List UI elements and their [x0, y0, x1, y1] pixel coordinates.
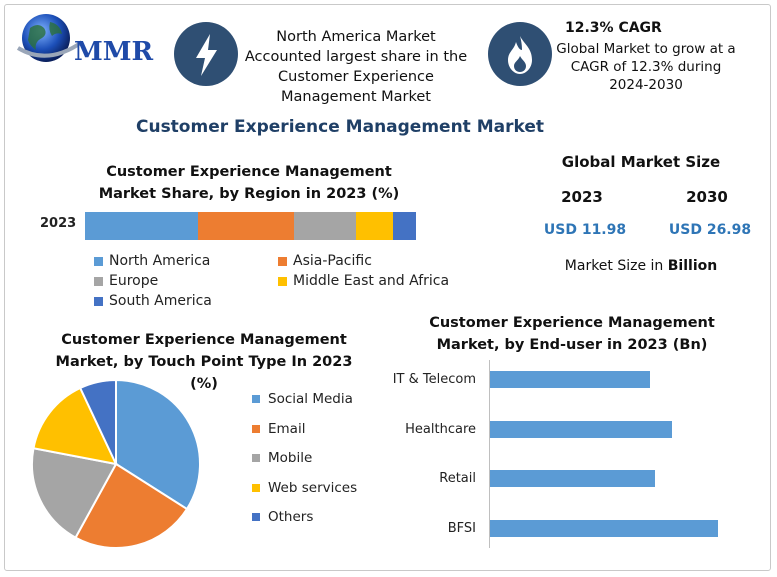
legend-swatch: [252, 454, 260, 462]
legend-label: South America: [109, 293, 212, 309]
region-legend-item: Europe: [94, 273, 158, 289]
legend-swatch: [278, 256, 287, 266]
market-value-2030: USD 26.98: [668, 222, 752, 238]
market-size-heading: Global Market Size: [561, 153, 721, 171]
pie-slice: [78, 378, 117, 465]
legend-swatch: [278, 276, 287, 286]
legend-swatch: [94, 256, 103, 266]
touchpoint-legend-item: Web services: [252, 480, 357, 496]
market-year-2023: 2023: [561, 188, 603, 206]
enduser-chart-title: Customer Experience Management Market, b…: [429, 315, 715, 353]
legend-swatch: [94, 276, 103, 286]
pie-slice: [74, 462, 189, 549]
touchpoint-legend-item: Email: [252, 421, 305, 437]
enduser-bar: [490, 371, 650, 388]
north-america-highlight: North America Market Accounted largest s…: [244, 29, 468, 105]
legend-swatch: [252, 424, 260, 433]
legend-swatch: [94, 296, 103, 306]
main-title: Customer Experience Management Market: [135, 117, 545, 137]
region-year-label: 2023: [40, 216, 77, 231]
region-legend-item: Asia-Pacific: [278, 253, 372, 269]
pie-slice: [31, 447, 118, 539]
legend-label: Asia-Pacific: [293, 253, 372, 269]
region-bar-segment: [85, 212, 198, 240]
cagr-description: Global Market to grow at a CAGR of 12.3%…: [556, 41, 736, 93]
logo-text: MMR: [74, 37, 154, 67]
touchpoint-legend-item: Mobile: [252, 450, 312, 466]
enduser-bar: [490, 470, 656, 487]
cagr-title: 12.3% CAGR: [565, 20, 662, 36]
market-year-2030: 2030: [686, 188, 728, 206]
enduser-category-label: IT & Telecom: [392, 372, 476, 387]
region-bar-segment: [293, 212, 357, 240]
legend-label: Mobile: [268, 450, 313, 466]
market-value-2023: USD 11.98: [543, 222, 627, 238]
infographic-frame: [4, 4, 771, 571]
legend-swatch: [252, 395, 260, 403]
region-bar-segment: [197, 212, 294, 240]
touchpoint-legend-item: Others: [252, 509, 313, 525]
enduser-category-label: Healthcare: [405, 421, 476, 437]
enduser-bar: [490, 420, 673, 438]
region-legend-item: North America: [94, 253, 210, 269]
pie-slice: [32, 386, 118, 466]
region-stacked-bar: [85, 212, 416, 240]
globe-logo-icon: MMR: [16, 14, 154, 67]
legend-swatch: [252, 513, 260, 521]
enduser-axis-line: [489, 360, 490, 548]
touchpoint-chart-title: Customer Experience Management Market, b…: [55, 332, 353, 392]
region-bar-segment: [356, 212, 393, 240]
enduser-bar: [490, 519, 718, 537]
touchpoint-pie-chart: [31, 378, 201, 549]
flame-icon: [488, 22, 552, 86]
legend-label: Europe: [109, 273, 159, 289]
mmr-logo: MMR: [12, 8, 172, 70]
region-legend-item: South America: [94, 293, 212, 309]
market-size-unit-note: Market Size in Billion: [564, 258, 718, 274]
legend-label: Email: [268, 420, 306, 437]
region-chart-title: Customer Experience Management Market Sh…: [98, 164, 400, 202]
legend-label: North America: [109, 253, 211, 269]
region-legend-item: Middle East and Africa: [278, 273, 449, 289]
touchpoint-legend-item: Social Media: [252, 391, 353, 407]
legend-label: Web services: [268, 479, 358, 496]
lightning-icon: [174, 22, 238, 86]
region-bar-segment: [392, 212, 416, 240]
enduser-category-label: BFSI: [447, 520, 476, 536]
enduser-category-label: Retail: [439, 471, 476, 486]
legend-label: Others: [268, 509, 314, 525]
legend-label: Social Media: [268, 391, 353, 407]
legend-swatch: [252, 483, 260, 492]
legend-label: Middle East and Africa: [293, 273, 450, 289]
